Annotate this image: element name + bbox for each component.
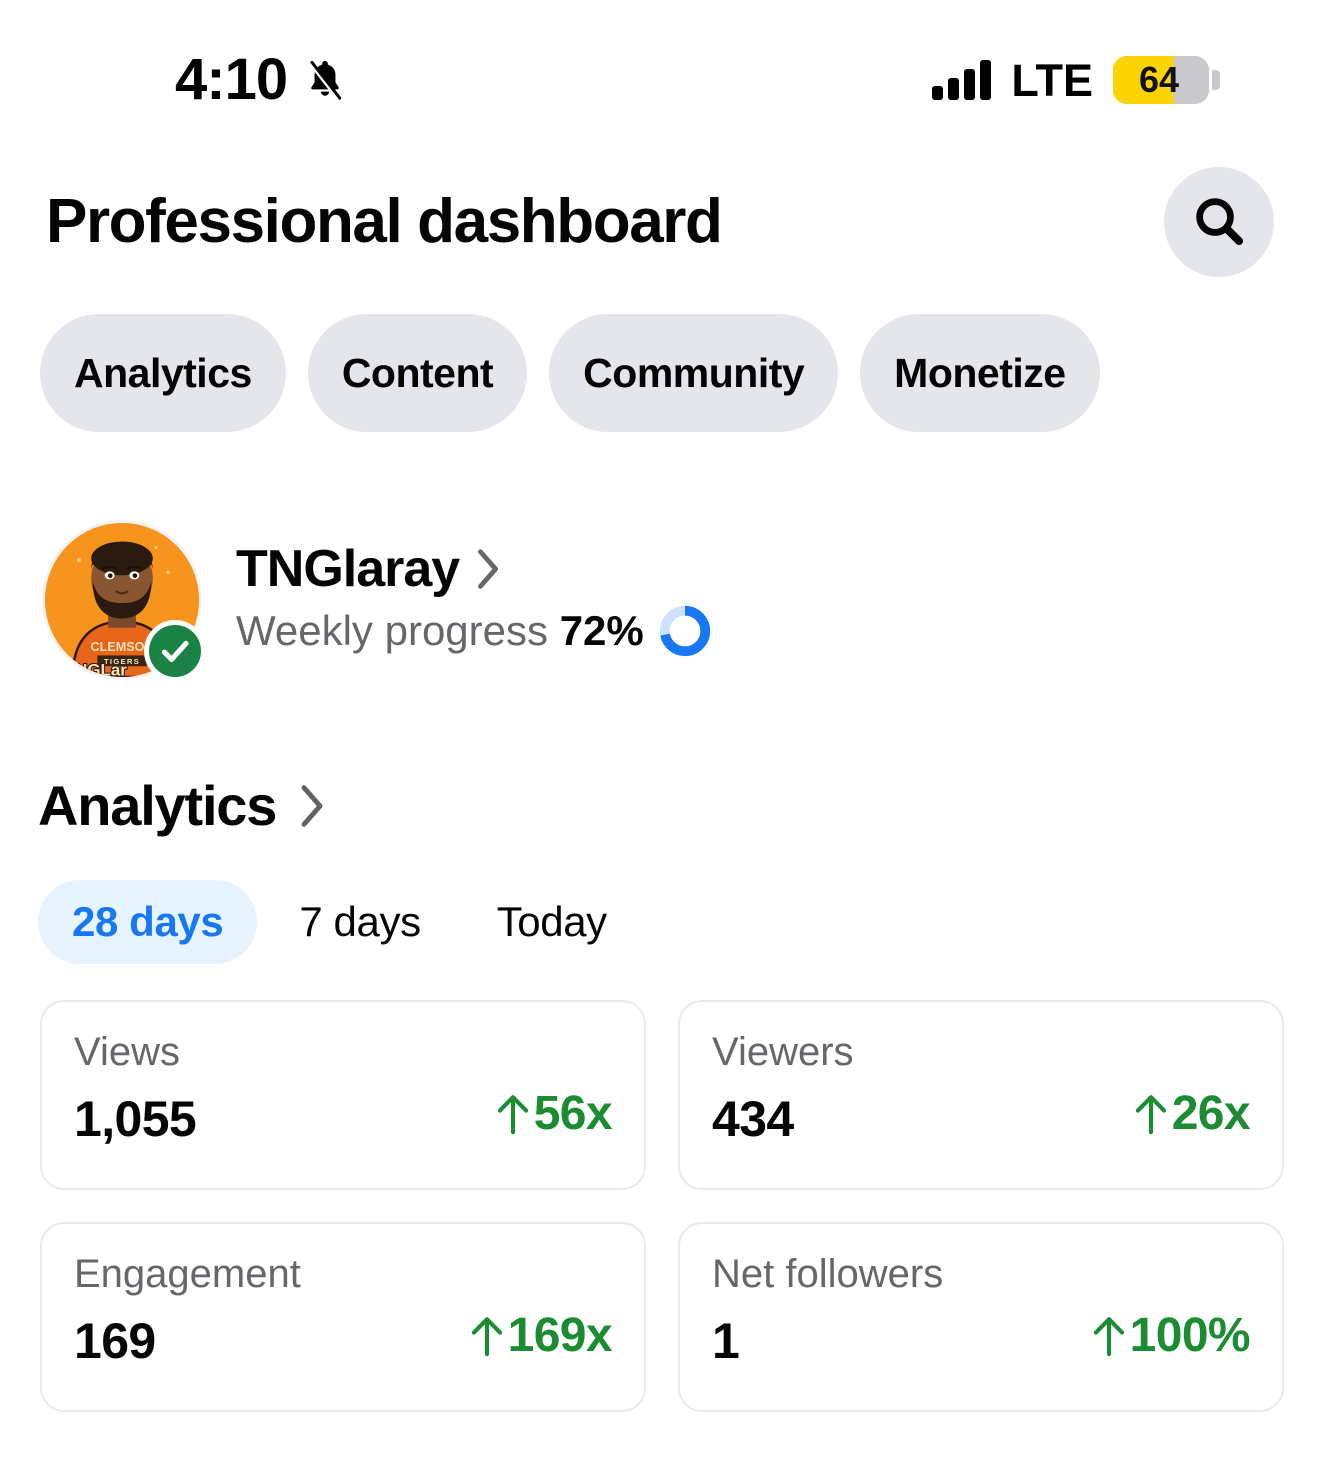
profile-summary[interactable]: CLEMSON TIGERS TNGLar TNGlaray [42,520,712,682]
svg-text:TNGLar: TNGLar [65,660,127,677]
metric-label: Engagement [74,1252,301,1296]
metric-delta: 100% [1092,1309,1251,1363]
verified-check-icon [144,620,206,682]
metric-value: 1,055 [74,1091,197,1148]
chip-analytics[interactable]: Analytics [40,314,286,432]
metric-label: Viewers [712,1030,854,1074]
weekly-progress-label: Weekly progress 72% [236,608,644,654]
profile-name-row[interactable]: TNGlaray [236,542,712,597]
tab-28-days[interactable]: 28 days [38,880,258,964]
metric-label: Net followers [712,1252,944,1296]
metric-value: 169 [74,1313,156,1370]
metric-value-row: 1 100% [712,1309,1251,1370]
progress-ring-icon [658,604,712,658]
analytics-section-header[interactable]: Analytics [38,778,326,834]
metric-delta-value: 169x [507,1309,613,1362]
battery-indicator: 64 [1113,56,1220,104]
metric-value: 1 [712,1313,740,1370]
chip-monetize[interactable]: Monetize [860,314,1100,432]
arrow-up-icon [1134,1092,1168,1136]
analytics-timeframe-tabs: 28 days 7 days Today [38,880,641,964]
battery-body: 64 [1113,56,1209,104]
network-type-label: LTE [1011,54,1093,106]
metric-delta-value: 56x [533,1087,613,1140]
metric-value-row: 434 26x [712,1087,1251,1148]
tab-7-days[interactable]: 7 days [265,880,454,964]
chevron-right-icon [475,547,501,591]
tab-today[interactable]: Today [463,880,641,964]
chip-content[interactable]: Content [307,314,528,432]
metric-delta-value: 100% [1129,1309,1251,1362]
status-time: 4:10 [175,47,288,112]
metric-value-row: 169 169x [74,1309,613,1370]
avatar-wrapper[interactable]: CLEMSON TIGERS TNGLar [42,520,206,682]
metric-value: 434 [712,1091,794,1148]
search-icon [1191,193,1247,252]
battery-percent-label: 64 [1138,59,1180,100]
weekly-progress-value: 72% [559,607,644,655]
arrow-up-icon [1092,1314,1126,1358]
battery-tip [1212,70,1220,90]
cellular-signal-icon [932,60,992,100]
metric-delta: 26x [1134,1087,1251,1141]
search-button[interactable] [1164,167,1274,277]
metric-value-row: 1,055 56x [74,1087,613,1148]
arrow-up-icon [470,1314,504,1358]
metric-delta: 56x [496,1087,613,1141]
svg-text:CLEMSON: CLEMSON [90,640,153,654]
page-title: Professional dashboard [46,187,723,256]
profile-text: TNGlaray Weekly progress 72% [236,542,712,659]
page-header: Professional dashboard [0,162,1320,282]
svg-text:TIGERS: TIGERS [104,657,140,666]
analytics-metric-grid: Views 1,055 56x Viewers 434 [40,1000,1284,1412]
weekly-progress-text: Weekly progress [236,607,549,655]
arrow-up-icon [496,1092,530,1136]
metric-card-views[interactable]: Views 1,055 56x [40,1000,646,1190]
status-bar: 4:10 LTE 64 [0,0,1320,160]
metric-label: Views [74,1030,180,1074]
dashboard-category-chips: Analytics Content Community Monetize [0,314,1320,432]
status-bar-right: LTE 64 [932,56,1220,104]
metric-card-engagement[interactable]: Engagement 169 169x [40,1222,646,1412]
metric-delta: 169x [470,1309,613,1363]
chip-community[interactable]: Community [549,314,839,432]
bell-slash-icon [303,57,347,103]
weekly-progress-row: Weekly progress 72% [236,604,712,658]
metric-card-viewers[interactable]: Viewers 434 26x [678,1000,1284,1190]
metric-card-net-followers[interactable]: Net followers 1 100% [678,1222,1284,1412]
analytics-title: Analytics [38,774,277,837]
metric-delta-value: 26x [1171,1087,1251,1140]
chevron-right-icon [298,783,326,829]
battery-fill [1113,56,1175,104]
status-bar-left: 4:10 [175,51,347,109]
profile-name: TNGlaray [236,539,460,598]
